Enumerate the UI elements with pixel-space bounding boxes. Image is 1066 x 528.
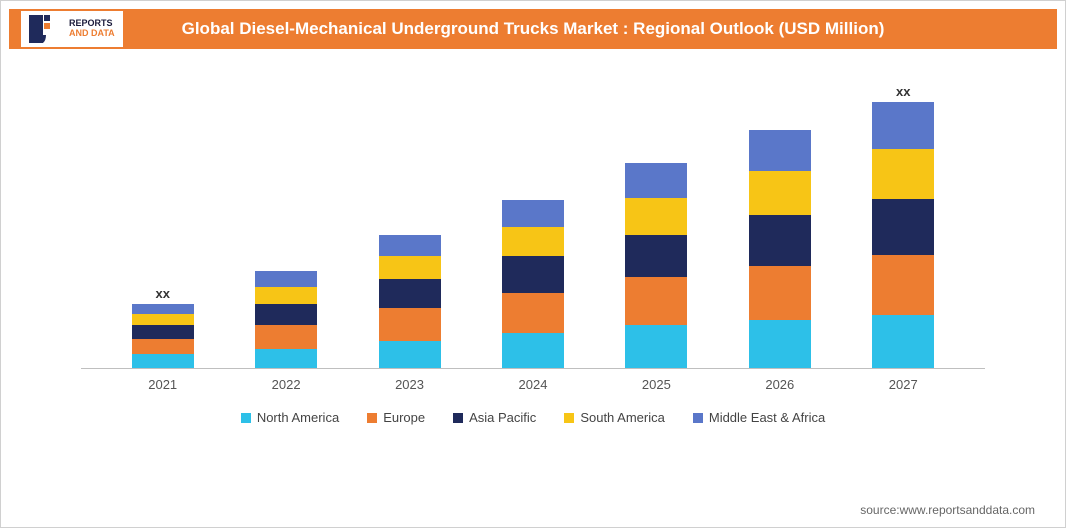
bar-segment: [749, 171, 811, 215]
legend-item: South America: [564, 410, 665, 425]
logo-icon: [29, 15, 63, 43]
bar-segment: [872, 199, 934, 255]
legend-item: North America: [241, 410, 339, 425]
legend-swatch: [453, 413, 463, 423]
bar-segment: [255, 325, 317, 348]
bar-segment: [625, 198, 687, 235]
bar-group: [625, 163, 687, 368]
bar-segment: [502, 227, 564, 256]
bar-segment: [749, 266, 811, 320]
legend-item: Middle East & Africa: [693, 410, 825, 425]
chart-container: REPORTS AND DATA Global Diesel-Mechanica…: [0, 0, 1066, 528]
legend-label: North America: [257, 410, 339, 425]
legend-item: Europe: [367, 410, 425, 425]
legend-item: Asia Pacific: [453, 410, 536, 425]
bar-group: [255, 271, 317, 368]
x-axis-label: 2025: [625, 377, 687, 392]
bar-segment: [379, 256, 441, 279]
bar-segment: [625, 277, 687, 325]
header-bar: REPORTS AND DATA Global Diesel-Mechanica…: [9, 9, 1057, 49]
source-text: source:www.reportsanddata.com: [860, 503, 1035, 517]
legend: North America Europe Asia Pacific South Ame…: [81, 410, 985, 425]
bar-segment: [502, 200, 564, 227]
bar-annotation: xx: [155, 286, 169, 301]
legend-label: Middle East & Africa: [709, 410, 825, 425]
bar-segment: [749, 130, 811, 171]
x-axis-label: 2026: [749, 377, 811, 392]
bar-segment: [255, 271, 317, 286]
legend-swatch: [241, 413, 251, 423]
bar-segment: [502, 333, 564, 368]
bar-segment: [132, 314, 194, 326]
bar-group: xx: [132, 304, 194, 368]
legend-swatch: [693, 413, 703, 423]
bar-segment: [255, 287, 317, 304]
bar-group: [749, 130, 811, 368]
chart-title: Global Diesel-Mechanical Underground Tru…: [182, 19, 885, 39]
x-axis-label: 2024: [502, 377, 564, 392]
bar-segment: [502, 293, 564, 334]
logo: REPORTS AND DATA: [21, 11, 123, 47]
x-axis-labels: 2021 2022 2023 2024 2025 2026 2027: [81, 369, 985, 392]
bar-segment: [872, 149, 934, 199]
bar-group: [502, 200, 564, 368]
bar-segment: [625, 163, 687, 198]
bar-segment: [749, 215, 811, 265]
logo-text-and-data: AND DATA: [69, 29, 115, 39]
bar-segment: [379, 341, 441, 368]
bar-segment: [625, 325, 687, 368]
bar-segment: [749, 320, 811, 368]
x-axis-label: 2021: [132, 377, 194, 392]
legend-label: Europe: [383, 410, 425, 425]
bar-annotation: xx: [896, 84, 910, 99]
bar-segment: [379, 279, 441, 308]
bar-segment: [872, 255, 934, 315]
bar-group: xx: [872, 102, 934, 368]
legend-swatch: [564, 413, 574, 423]
bar-segment: [132, 304, 194, 314]
x-axis-label: 2027: [872, 377, 934, 392]
bar-segment: [625, 235, 687, 278]
legend-label: Asia Pacific: [469, 410, 536, 425]
bar-segment: [132, 354, 194, 368]
bar-segment: [872, 102, 934, 148]
bar-segment: [502, 256, 564, 293]
x-axis-label: 2022: [255, 377, 317, 392]
bar-segment: [379, 308, 441, 341]
bar-segment: [132, 339, 194, 354]
logo-text: REPORTS AND DATA: [69, 19, 115, 39]
plot: xx xx: [81, 79, 985, 369]
bar-segment: [872, 315, 934, 368]
bar-segment: [255, 349, 317, 368]
bar-segment: [379, 235, 441, 256]
chart-area: xxxx 2021202220232024202520262027 North …: [81, 79, 985, 409]
x-axis-label: 2023: [379, 377, 441, 392]
legend-swatch: [367, 413, 377, 423]
bar-segment: [132, 325, 194, 339]
bar-segment: [255, 304, 317, 325]
legend-label: South America: [580, 410, 665, 425]
bar-group: [379, 235, 441, 368]
